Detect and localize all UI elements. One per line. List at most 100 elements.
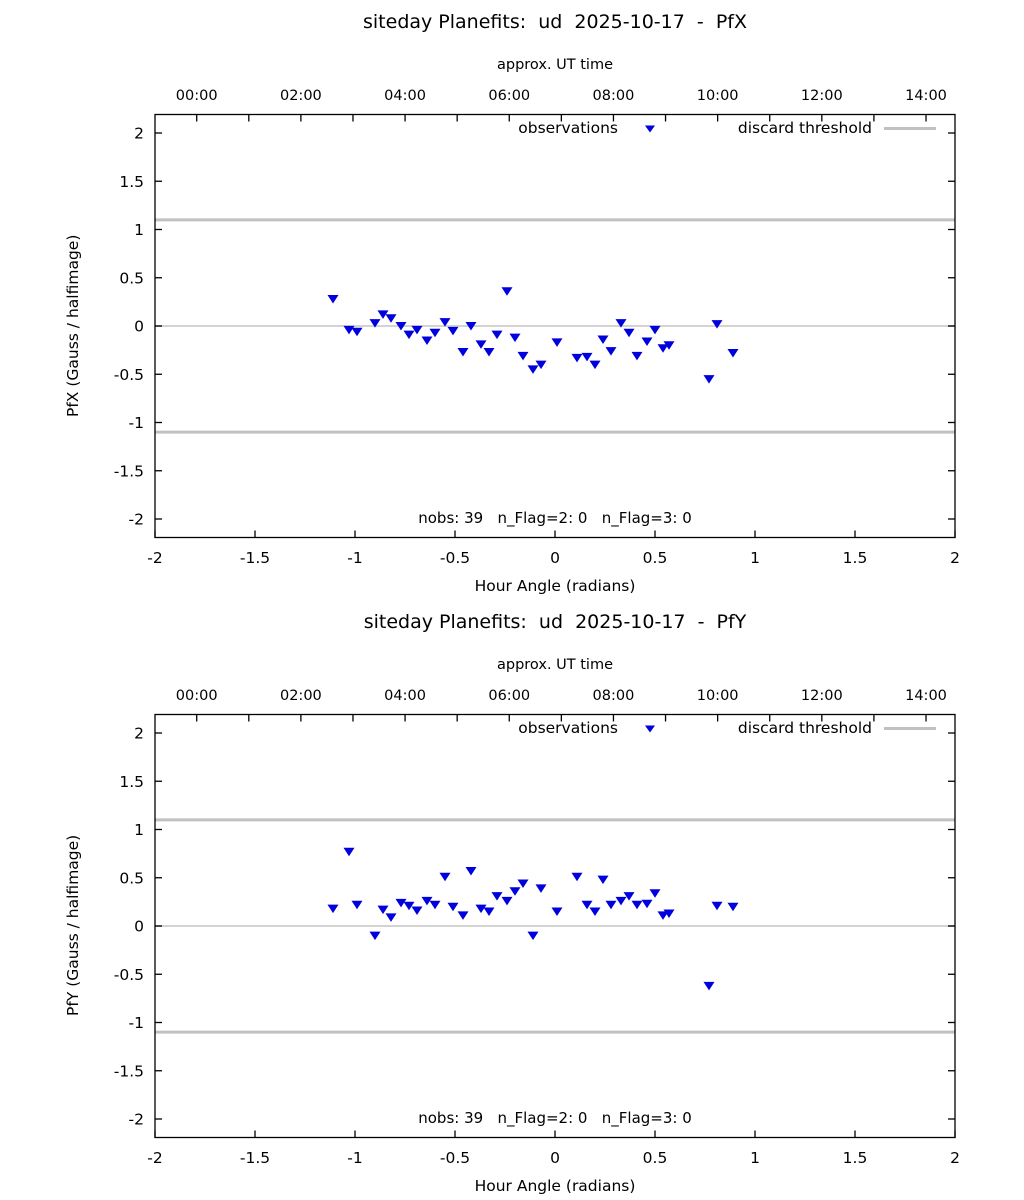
observation-point	[475, 340, 487, 349]
observation-point	[631, 900, 643, 910]
legend-observations-label: observations	[518, 119, 618, 137]
observation-point	[571, 872, 583, 882]
observation-point	[457, 348, 469, 357]
plot-area-pfy: -2 -1.5 -1 -0.5 0 0.5 1 1.5 2 -2 -1.5 -1 -0.5 0 0.5 1 1.…	[114, 688, 960, 1167]
svg-text:2: 2	[950, 549, 960, 567]
observation-point	[517, 879, 529, 889]
observation-point	[411, 325, 423, 335]
y-axis-ticks: -2 -1.5 -1 -0.5 0 0.5 1 1.5 2	[114, 125, 955, 529]
svg-text:14:00: 14:00	[905, 688, 947, 704]
legend-discard-threshold-label: discard threshold	[737, 119, 872, 137]
svg-text:2: 2	[134, 125, 144, 143]
observation-point	[483, 348, 495, 357]
svg-text:10:00: 10:00	[697, 88, 739, 104]
observations-series	[327, 287, 739, 384]
observation-point	[703, 981, 715, 991]
observation-point	[403, 901, 415, 911]
observation-point	[509, 887, 521, 896]
observation-point	[581, 900, 593, 910]
observation-point	[457, 911, 469, 920]
observation-point	[327, 294, 339, 304]
chart-title: siteday Planefits: ud 2025-10-17 - PfY	[363, 611, 747, 633]
svg-text:08:00: 08:00	[593, 88, 635, 104]
svg-text:-2: -2	[129, 1111, 144, 1129]
observation-point	[377, 310, 389, 319]
observation-marker-icon	[645, 725, 655, 733]
observation-point	[429, 900, 441, 910]
observation-point	[403, 330, 415, 340]
observation-point	[527, 931, 539, 941]
observation-point	[501, 287, 513, 296]
observation-point	[527, 365, 539, 374]
svg-text:1: 1	[750, 1149, 760, 1167]
svg-text:-1.5: -1.5	[114, 462, 144, 480]
gridlines	[155, 818, 955, 1034]
x-axis-title: Hour Angle (radians)	[474, 1177, 636, 1195]
x-axis-ticks: -2 -1.5 -1 -0.5 0 0.5 1 1.5 2	[147, 1130, 960, 1167]
svg-text:2: 2	[950, 1149, 960, 1167]
plot-area-pfx: -2 -1.5 -1 -0.5 0 0.5 1 1.5 2 -2 -1.5 -1 -0.5 0 0.5 1 1.…	[114, 88, 960, 567]
svg-text:1: 1	[750, 549, 760, 567]
observation-point	[551, 338, 563, 347]
svg-text:06:00: 06:00	[488, 688, 530, 704]
svg-text:0: 0	[134, 918, 144, 936]
svg-text:12:00: 12:00	[801, 88, 843, 104]
observation-point	[623, 328, 635, 338]
observation-point	[649, 889, 661, 898]
svg-text:10:00: 10:00	[697, 688, 739, 704]
ut-axis-ticks: 00:00 02:00 04:00 06:00 08:00 10:00 12:00 14:00	[176, 88, 947, 122]
svg-text:2: 2	[134, 725, 144, 743]
legend-observations-label: observations	[518, 719, 618, 737]
chart-pfy: siteday Planefits: ud 2025-10-17 - PfY a…	[0, 600, 1024, 1200]
observation-point	[615, 319, 627, 328]
svg-text:-1.5: -1.5	[240, 549, 270, 567]
y-axis-ticks: -2 -1.5 -1 -0.5 0 0.5 1 1.5 2	[114, 725, 955, 1129]
svg-text:12:00: 12:00	[801, 688, 843, 704]
nobs-annotation: nobs: 39 n_Flag=2: 0 n_Flag=3: 0	[418, 509, 692, 527]
svg-text:00:00: 00:00	[176, 688, 218, 704]
threshold-line-sample	[884, 727, 936, 730]
svg-text:1: 1	[134, 221, 144, 239]
svg-text:1: 1	[134, 821, 144, 839]
svg-text:00:00: 00:00	[176, 88, 218, 104]
observation-point	[421, 896, 433, 906]
svg-text:-1: -1	[347, 549, 362, 567]
observation-point	[727, 349, 739, 358]
svg-text:0.5: 0.5	[643, 549, 668, 567]
svg-text:0: 0	[550, 1149, 560, 1167]
observation-point	[605, 347, 617, 356]
svg-text:-0.5: -0.5	[440, 549, 470, 567]
observation-point	[351, 327, 363, 337]
observation-point	[711, 901, 723, 911]
observation-point	[605, 900, 617, 910]
svg-text:02:00: 02:00	[280, 688, 322, 704]
svg-text:-1: -1	[129, 414, 144, 432]
svg-text:0.5: 0.5	[119, 269, 144, 287]
observation-point	[439, 318, 451, 327]
observation-point	[641, 899, 653, 909]
observation-point	[657, 344, 669, 353]
observation-point	[491, 330, 503, 340]
observation-point	[641, 337, 653, 346]
svg-text:1.5: 1.5	[843, 549, 868, 567]
svg-text:-0.5: -0.5	[440, 1149, 470, 1167]
observation-point	[509, 333, 521, 343]
observation-point	[395, 898, 407, 908]
chart-title: siteday Planefits: ud 2025-10-17 - PfX	[363, 11, 747, 33]
observation-point	[571, 353, 583, 363]
svg-text:0: 0	[134, 318, 144, 336]
observation-point	[385, 913, 397, 922]
legend-discard-threshold-label: discard threshold	[737, 719, 872, 737]
observation-point	[535, 360, 547, 370]
observation-point	[631, 351, 643, 361]
gridlines	[155, 218, 955, 434]
observation-point	[351, 900, 363, 910]
observation-point	[597, 335, 609, 345]
svg-text:-2: -2	[147, 549, 162, 567]
svg-text:1.5: 1.5	[119, 173, 144, 191]
svg-text:02:00: 02:00	[280, 88, 322, 104]
ut-axis-title: approx. UT time	[497, 657, 613, 673]
svg-text:04:00: 04:00	[384, 688, 426, 704]
svg-text:04:00: 04:00	[384, 88, 426, 104]
